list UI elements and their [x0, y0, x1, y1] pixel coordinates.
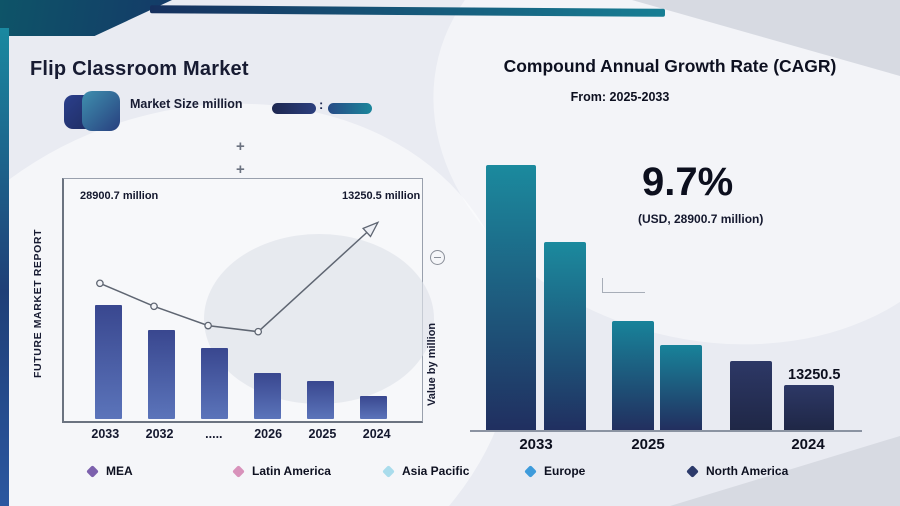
cagr-percent: 9.7% — [642, 160, 734, 204]
legend-pill-separator: : — [319, 97, 324, 112]
left-bar-col — [307, 381, 334, 419]
right-bar-2033-bar-b — [544, 242, 586, 430]
cagr-subtitle: From: 2025-2033 — [570, 90, 670, 104]
left-x-label: 2026 — [254, 427, 283, 441]
left-bar-2025 — [307, 381, 334, 419]
left-x-axis-labels: 2033 2032..... 2026 2025 2024 — [63, 427, 419, 441]
value-13250-label: 13250.5 — [788, 367, 841, 383]
left-x-label: 2025 — [308, 427, 337, 441]
legend-diamond-icon — [232, 464, 245, 478]
cagr-basis-caption: (USD, 28900.7 million) — [638, 212, 764, 226]
trend-line-with-arrow — [96, 221, 380, 336]
left-bar-col — [95, 305, 122, 419]
right-bar-series — [470, 160, 862, 432]
plus-mark-2: + — [236, 161, 245, 178]
left-bar-col — [201, 348, 228, 419]
value-2033-label: 28900.7 million — [80, 190, 159, 202]
value-2024-label: 13250.5 million — [342, 190, 421, 202]
legend-pill-navy — [272, 103, 316, 114]
right-x-label-2024: 2024 — [791, 436, 825, 453]
y-axis-label: Value by million — [426, 322, 438, 406]
legend-item-europe: Europe — [524, 464, 586, 478]
legend-diamond-icon — [86, 464, 99, 478]
left-chart-frame — [62, 178, 434, 423]
decor-bracket — [602, 278, 645, 293]
plus-mark-1: + — [236, 138, 245, 155]
left-bar-2032 — [148, 330, 175, 419]
legend-label: Latin America — [252, 464, 331, 478]
left-bar-col — [148, 330, 175, 419]
left-bar-col — [360, 396, 387, 419]
page-title: Flip Classroom Market — [30, 58, 249, 80]
legend-diamond-icon — [382, 464, 395, 478]
right-bar-group-2024 — [730, 361, 834, 430]
left-bar-2033 — [95, 305, 122, 419]
left-bar-col — [254, 373, 281, 419]
left-x-label: ..... — [205, 427, 223, 441]
legend-pill-teal — [328, 103, 372, 114]
future-market-report-label: FUTURE MARKET REPORT — [32, 228, 44, 378]
right-bar-group-2033 — [486, 165, 586, 430]
right-x-label-2033: 2033 — [519, 436, 553, 453]
legend-diamond-icon — [524, 464, 537, 478]
legend-item-north-america: North America — [686, 464, 789, 478]
right-x-label-2025: 2025 — [631, 436, 665, 453]
legend-item-mea: MEA — [86, 464, 133, 478]
market-size-icon — [64, 90, 122, 132]
right-bar-2025-bar-a — [612, 321, 654, 430]
right-bar-2024-bar-a — [730, 361, 772, 430]
left-x-label: 2032 — [145, 427, 174, 441]
legend-label: MEA — [106, 464, 133, 478]
right-bar-2024-bar-b — [784, 385, 834, 430]
right-bar-group-2025 — [612, 321, 702, 430]
left-bar-series — [63, 179, 419, 419]
left-bar-2026 — [254, 373, 281, 419]
decor-left-gradient-stripe — [0, 28, 9, 506]
left-x-label: 2024 — [362, 427, 391, 441]
minus-circle-icon — [430, 250, 445, 265]
legend-label: North America — [706, 464, 789, 478]
left-bar-..... — [201, 348, 228, 419]
legend-item-asia-pacific: Asia Pacific — [382, 464, 470, 478]
cagr-title: Compound Annual Growth Rate (CAGR) — [503, 56, 837, 76]
legend-label: Asia Pacific — [402, 464, 470, 478]
legend-item-latin-america: Latin America — [232, 464, 331, 478]
left-x-label: 2033 — [91, 427, 120, 441]
left-bar-2024 — [360, 396, 387, 419]
legend-diamond-icon — [686, 464, 699, 478]
market-size-icon-front — [82, 91, 120, 131]
legend-label: Europe — [544, 464, 586, 478]
decor-top-left-corner — [0, 0, 172, 36]
decor-chart-blob — [204, 234, 434, 404]
right-bar-2033-bar-a — [486, 165, 536, 430]
right-bar-2025-bar-b — [660, 345, 702, 430]
market-size-legend-label: Market Size million — [130, 97, 243, 111]
